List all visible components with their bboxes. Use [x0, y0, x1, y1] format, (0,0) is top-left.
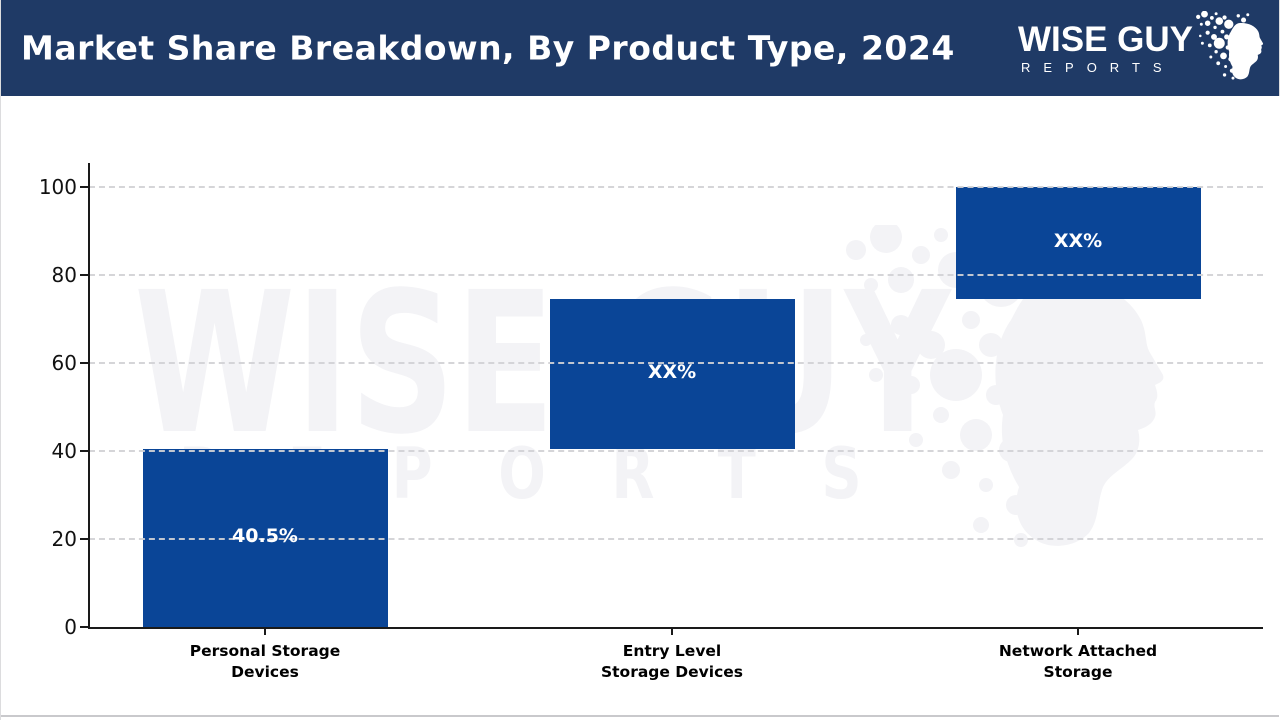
wiseguy-logo: WISE GUY REPORTS [1018, 6, 1271, 90]
category-label: Entry Level Storage Devices [600, 642, 744, 681]
y-tick-label: 20 [51, 527, 77, 551]
x-axis [88, 627, 1263, 629]
bottom-divider [1, 715, 1279, 717]
gridline-40 [89, 450, 1263, 452]
y-tick-mark [80, 362, 89, 364]
logo-brand-text: WISE GUY [1017, 19, 1193, 59]
y-tick-label: 100 [38, 175, 77, 199]
y-tick-label: 40 [51, 439, 77, 463]
y-tick-mark [80, 626, 89, 628]
x-tick-mark [671, 628, 673, 635]
chart-area: WISE GUY REPORTS 0 20 40 60 80 100 40.5% Person… [1, 96, 1280, 720]
wiseguy-face-icon [1195, 11, 1271, 85]
gridline-20 [89, 538, 1263, 540]
y-tick-label: 0 [64, 615, 77, 639]
bar-value-label: XX% [647, 361, 697, 383]
gridline-80 [89, 274, 1263, 276]
y-tick-label: 60 [51, 351, 77, 375]
bar-value-label: XX% [1053, 230, 1103, 253]
bar-2 [549, 299, 795, 449]
gridline-60 [89, 362, 1263, 364]
y-tick-mark [80, 450, 89, 452]
category-label: Network Attached Storage [998, 642, 1158, 681]
y-tick-mark [80, 538, 89, 540]
x-tick-mark [1077, 628, 1079, 635]
y-axis [88, 163, 90, 629]
header: Market Share Breakdown, By Product Type,… [1, 0, 1279, 96]
x-tick-mark [264, 628, 266, 635]
bar-1 [142, 448, 388, 627]
y-tick-mark [80, 274, 89, 276]
logo-text: WISE GUY REPORTS [1018, 22, 1193, 75]
page-title: Market Share Breakdown, By Product Type,… [21, 28, 955, 68]
bar-3 [955, 187, 1201, 300]
bar-value-label: 40.5% [232, 524, 298, 547]
y-tick-label: 80 [51, 263, 77, 287]
gridline-100 [89, 186, 1263, 188]
logo-subtitle-text: REPORTS [1020, 59, 1175, 75]
category-label: Personal Storage Devices [189, 642, 341, 681]
y-tick-mark [80, 186, 89, 188]
plot-area: 0 20 40 60 80 100 40.5% Personal Storage Device… [1, 96, 1280, 720]
